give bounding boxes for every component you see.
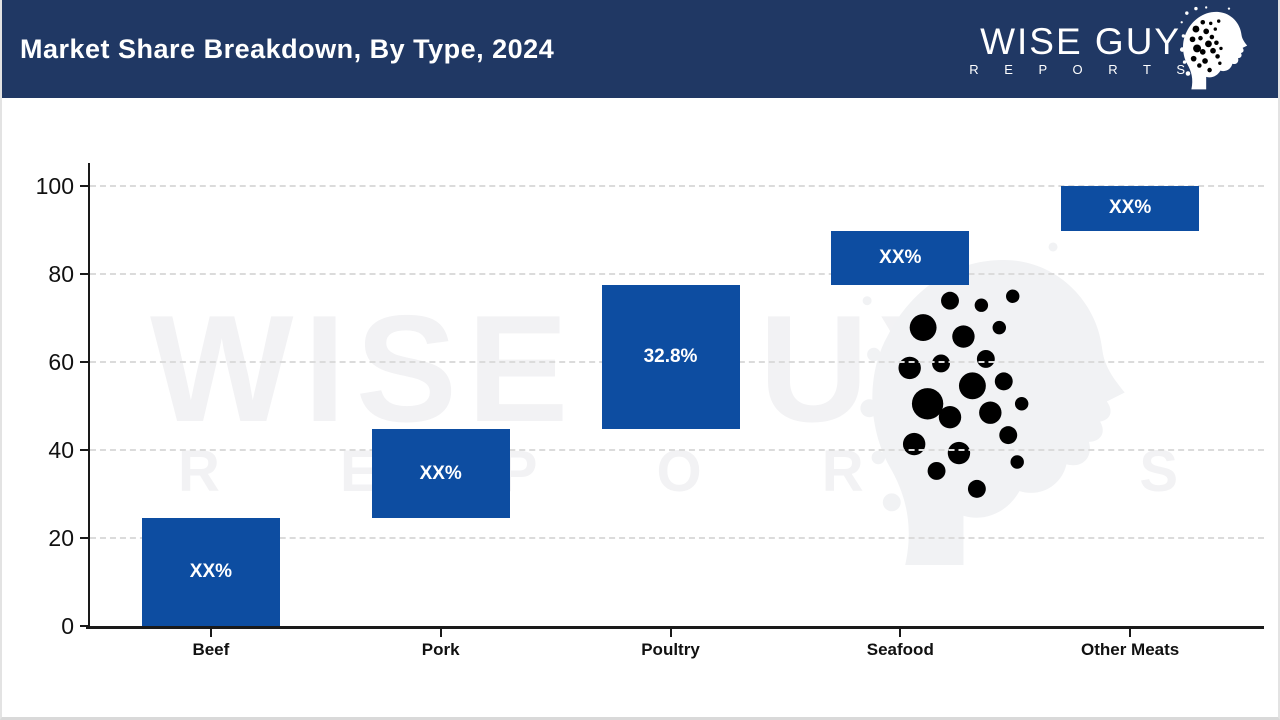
- y-axis-label-100: 100: [35, 173, 74, 199]
- category-label-0: Beef: [192, 640, 230, 659]
- gridline-40: [90, 449, 1264, 451]
- bar-seafood: XX%: [831, 230, 970, 285]
- bar-other-meats: XX%: [1061, 186, 1200, 231]
- brand-logo-text: WISE GUY R E P O R T S: [965, 23, 1196, 76]
- page-title: Market Share Breakdown, By Type, 2024: [20, 33, 555, 64]
- y-axis-tick-60: [80, 361, 88, 363]
- x-axis-tick-0: [209, 629, 212, 637]
- header-bar: Market Share Breakdown, By Type, 2024 WI…: [0, 0, 1280, 98]
- bar-poultry: 32.8%: [601, 284, 740, 429]
- bar-value-label: XX%: [189, 561, 233, 583]
- y-axis-label-80: 80: [48, 261, 74, 287]
- x-axis-line: [86, 626, 1264, 629]
- watermark-brand-text: WISE GUY: [150, 284, 991, 454]
- category-label-1: Pork: [421, 640, 460, 659]
- y-axis-tick-100: [80, 185, 88, 187]
- brand-name: WISE GUY: [980, 20, 1182, 62]
- category-label-3: Seafood: [866, 640, 934, 659]
- brand-logo: WISE GUY R E P O R T S: [965, 5, 1254, 93]
- dotted-head-profile-icon: [1180, 6, 1248, 90]
- bar-value-label: XX%: [419, 462, 462, 484]
- x-axis-tick-4: [1129, 629, 1132, 637]
- y-axis-label-40: 40: [48, 437, 74, 463]
- x-axis-tick-3: [899, 629, 902, 637]
- y-axis-tick-80: [80, 273, 88, 275]
- x-axis-tick-1: [439, 629, 442, 637]
- brand-subname: R E P O R T S: [969, 61, 1196, 77]
- gridline-80: [90, 273, 1264, 275]
- y-axis-line: [88, 163, 90, 629]
- x-axis-tick-2: [669, 629, 672, 637]
- gridline-100: [90, 185, 1264, 187]
- y-axis-label-60: 60: [48, 349, 74, 375]
- y-axis-tick-40: [80, 449, 88, 451]
- category-label-4: Other Meats: [1080, 640, 1180, 659]
- bar-beef: XX%: [141, 518, 280, 626]
- y-axis-tick-0: [80, 625, 88, 627]
- gridline-20: [90, 537, 1264, 539]
- y-axis-label-0: 0: [61, 613, 74, 639]
- bar-pork: XX%: [371, 428, 510, 519]
- y-axis-tick-20: [80, 537, 88, 539]
- bar-value-label: 32.8%: [643, 345, 698, 367]
- bar-value-label: XX%: [879, 246, 922, 268]
- y-axis-label-20: 20: [48, 525, 74, 551]
- bar-value-label: XX%: [1108, 197, 1152, 219]
- category-label-2: Poultry: [641, 640, 700, 659]
